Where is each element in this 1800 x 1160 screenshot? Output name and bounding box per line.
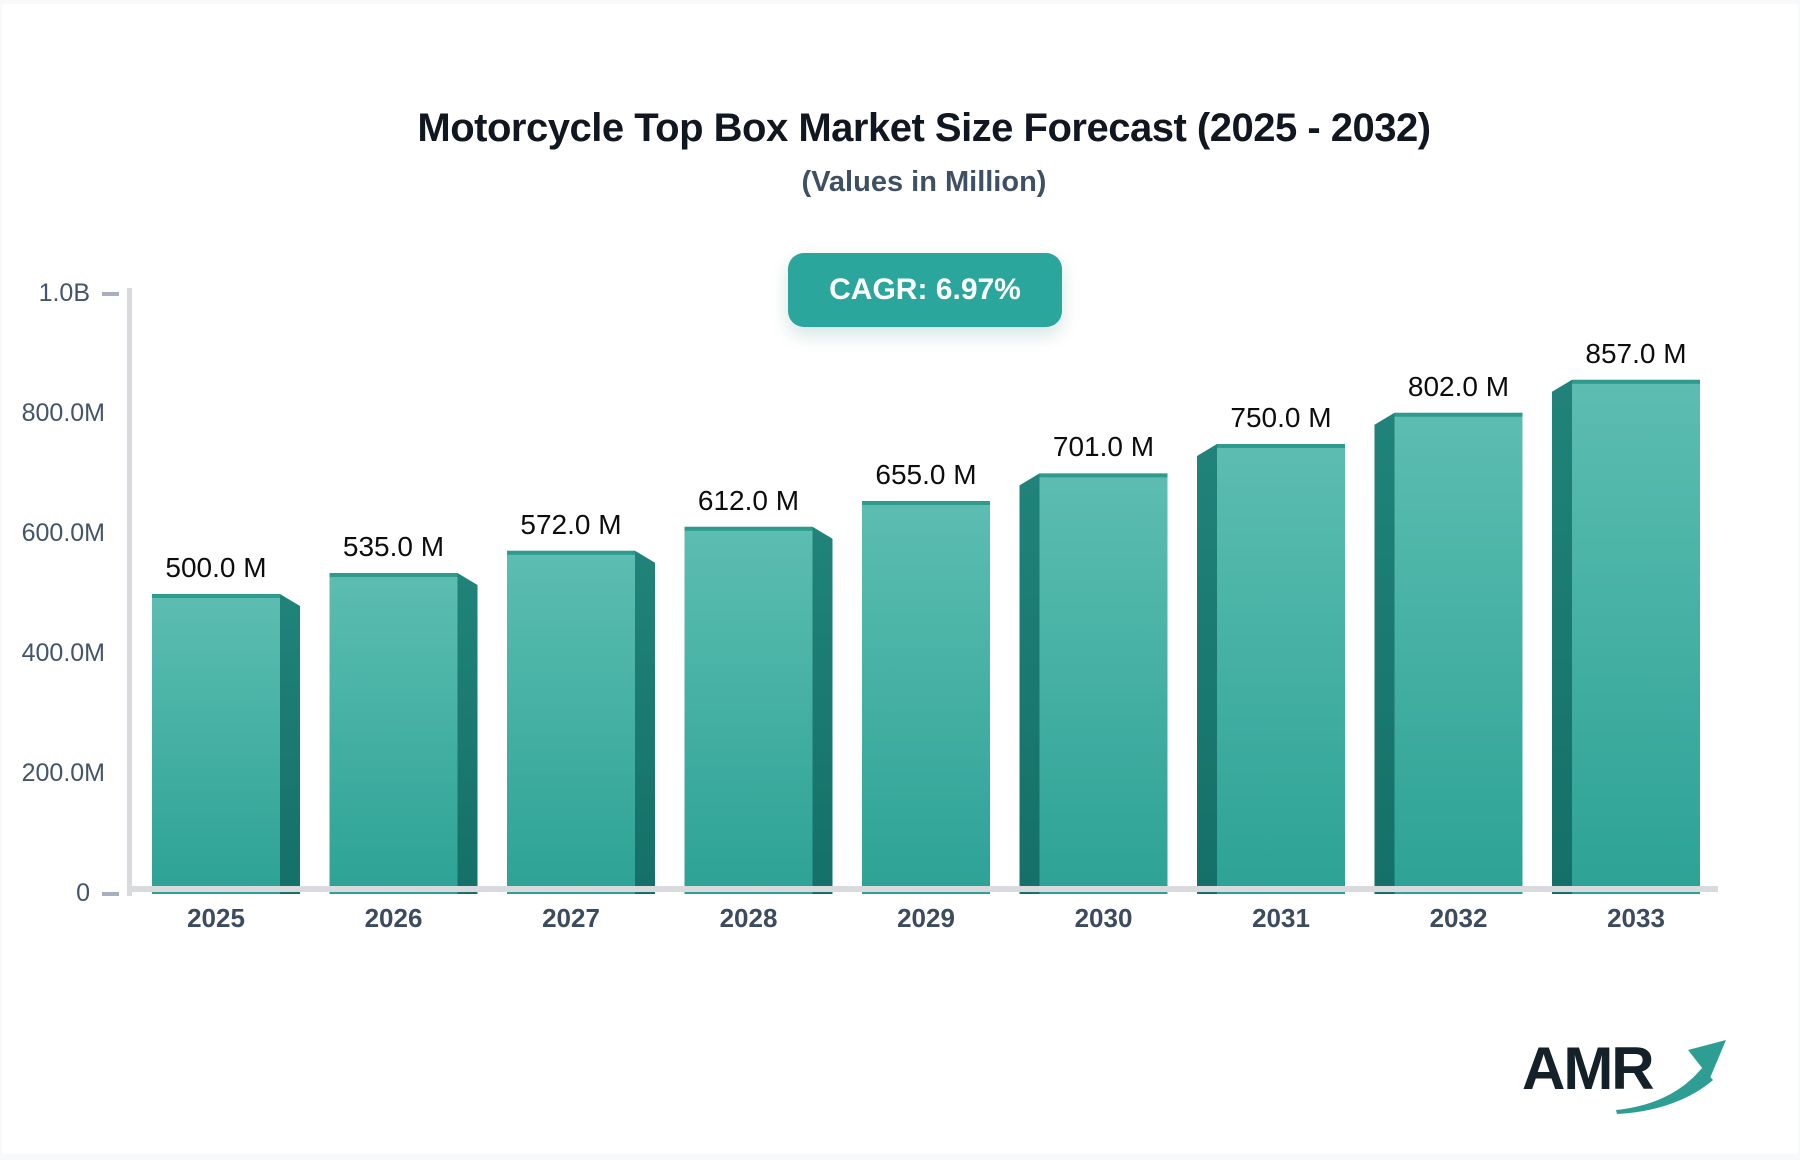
bar-value-label: 612.0 M <box>697 484 800 516</box>
x-axis-label: 2029 <box>897 903 955 933</box>
x-axis-label: 2025 <box>187 903 245 933</box>
bar-side-face <box>1019 473 1040 894</box>
bar-2029 <box>862 501 990 894</box>
x-axis-label: 2030 <box>1074 903 1133 933</box>
bars-canvas <box>152 379 1700 894</box>
y-axis-label: 1.0B <box>38 279 90 307</box>
bar-front-face <box>862 501 990 894</box>
y-axis-label: 800.0M <box>21 399 105 427</box>
y-axis-label: 200.0M <box>21 759 105 787</box>
bar-front-face <box>1394 412 1523 894</box>
bar-top-edge <box>684 526 813 531</box>
y-tick-dash <box>102 292 119 296</box>
bar-value-label: 857.0 M <box>1585 337 1687 369</box>
cagr-badge-label: CAGR: 6.97% <box>829 273 1021 306</box>
y-axis-label: 0 <box>76 879 90 907</box>
bar-front-face <box>329 573 458 894</box>
bar-top-edge <box>1217 444 1345 448</box>
bar-front-face <box>1039 473 1168 894</box>
x-axis-label: 2026 <box>364 903 423 933</box>
x-axis-label: 2027 <box>542 903 600 933</box>
bar-2030 <box>1019 473 1168 894</box>
bar-side-face <box>457 573 478 894</box>
bar-side-face <box>812 526 833 894</box>
bar-2031 <box>1197 444 1345 894</box>
bar-front-face <box>1217 444 1345 894</box>
chart-subtitle: (Values in Million) <box>801 166 1047 198</box>
chart-card: Motorcycle Top Box Market Size Forecast … <box>2 4 1798 1154</box>
growth-arrow-icon <box>1616 1040 1726 1114</box>
bar-value-label: 500.0 M <box>165 552 267 583</box>
bar-top-edge <box>329 573 458 577</box>
bar-top-edge <box>862 501 990 505</box>
bar-top-edge <box>1039 473 1168 478</box>
bar-value-label: 535.0 M <box>342 531 445 562</box>
bar-side-face <box>1374 412 1395 894</box>
x-axis-label: 2031 <box>1252 903 1310 933</box>
bar-value-label: 701.0 M <box>1052 431 1155 463</box>
amr-logo: AMR <box>1522 1026 1772 1136</box>
x-axis-label: 2033 <box>1607 903 1665 933</box>
bar-side-face <box>635 550 655 894</box>
bar-front-face <box>684 526 813 894</box>
bar-side-face <box>1197 444 1217 894</box>
bar-top-edge <box>1572 379 1700 384</box>
bar-front-face <box>507 550 635 894</box>
bar-top-edge <box>152 594 280 598</box>
bar-side-face <box>280 594 300 894</box>
x-axis-baseline <box>127 886 1718 892</box>
amr-logo-text: AMR <box>1522 1035 1655 1102</box>
y-axis-label: 400.0M <box>21 639 105 667</box>
y-axis-label: 600.0M <box>21 519 105 547</box>
bar-2026 <box>329 573 478 894</box>
bar-chart-plot-area: 1.0B 800.0M 600.0M 400.0M 200.0M 0 500.0 M 535… <box>2 4 1800 1160</box>
bar-2033 <box>1552 379 1700 894</box>
bar-value-label: 572.0 M <box>520 508 622 540</box>
bar-front-face <box>1572 379 1700 894</box>
x-axis-label: 2032 <box>1429 903 1488 933</box>
x-axis-label: 2028 <box>719 903 778 933</box>
bar-front-face <box>152 594 280 894</box>
bar-value-label: 750.0 M <box>1230 402 1332 433</box>
cagr-badge: CAGR: 6.97% <box>788 253 1062 327</box>
bar-2025 <box>152 594 300 894</box>
bar-2032 <box>1374 412 1523 894</box>
chart-title: Motorcycle Top Box Market Size Forecast … <box>417 106 1431 150</box>
bar-top-edge <box>1394 412 1523 417</box>
bar-side-face <box>1552 379 1572 894</box>
y-tick-dash <box>102 892 119 896</box>
bar-2028 <box>684 526 833 894</box>
bar-value-label: 655.0 M <box>875 459 977 490</box>
bar-value-label: 802.0 M <box>1407 370 1510 402</box>
y-axis-line <box>127 288 132 896</box>
bar-top-edge <box>507 550 635 555</box>
bar-2027 <box>507 550 655 894</box>
